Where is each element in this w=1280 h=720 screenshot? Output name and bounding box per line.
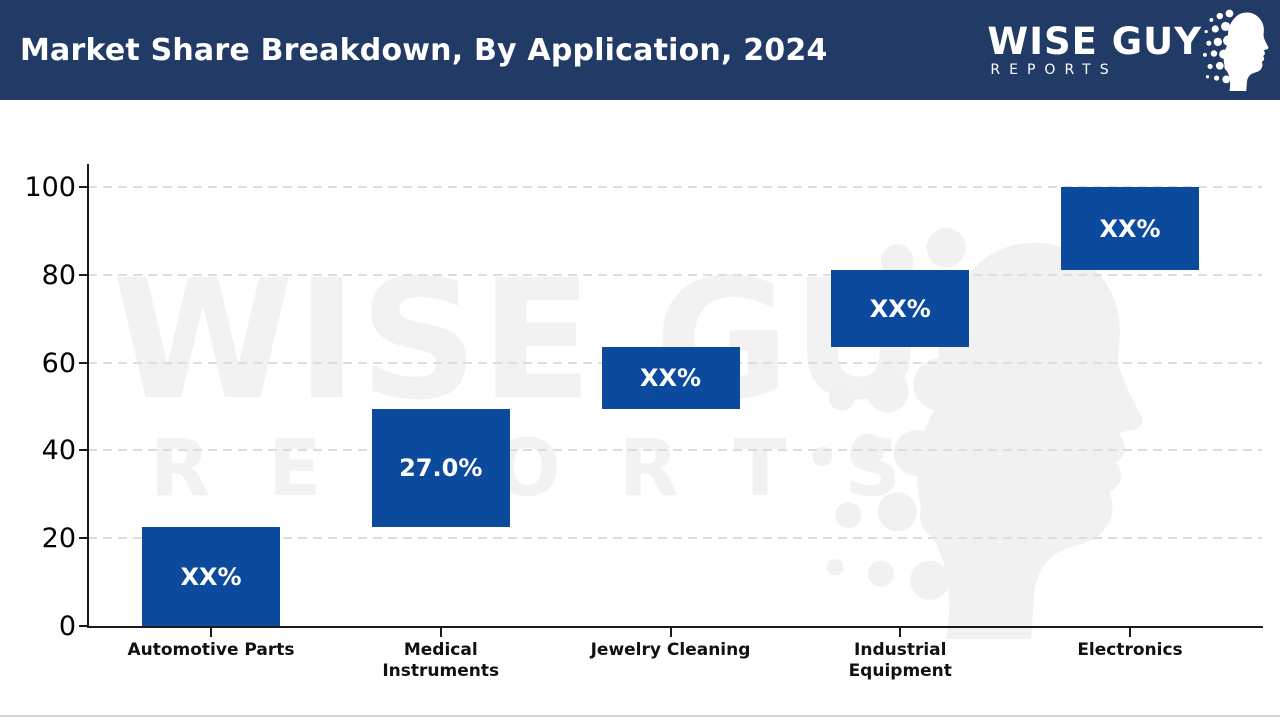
y-tick-40 [79,449,87,452]
gridline-40 [88,449,1262,452]
y-tick-100 [79,186,87,188]
y-tick-label-60: 60 [41,347,76,379]
x-tick [899,628,902,637]
y-tick-0 [79,625,87,627]
logo-text: WISE GUY REPORTS [987,23,1202,77]
footer-divider [0,715,1280,717]
x-category-label: Industrial Equipment [848,640,952,682]
bar-segment: XX% [1061,187,1199,271]
bar-segment: XX% [831,270,970,348]
x-category-label: Electronics [1077,640,1183,660]
y-tick-label-40: 40 [41,435,76,467]
y-tick-label-100: 100 [24,172,76,203]
bar-value-label: XX% [180,562,242,591]
x-category-label: Medical Instruments [382,640,500,682]
x-tick [439,628,442,637]
x-tick [1129,628,1131,637]
bar-value-label: XX% [639,363,702,392]
logo-brand-subtitle: REPORTS [990,62,1118,78]
gridline-80 [88,273,1262,276]
x-category-label: Automotive Parts [127,640,295,660]
logo-brand-name: WISE GUY [987,20,1202,63]
bar-segment: 27.0% [371,408,510,528]
y-axis-line [87,164,89,628]
gridline-100 [88,186,1262,188]
header-bar: Market Share Breakdown, By Application, … [0,0,1280,100]
y-tick-80 [79,273,87,276]
gridline-20 [88,537,1262,540]
y-tick-label-20: 20 [41,523,76,555]
bar-segment: XX% [601,347,740,409]
bar-segment: XX% [142,527,280,626]
bar-value-label: XX% [869,294,931,323]
bar-value-label: 27.0% [399,453,483,482]
watermark-reports: REPORTS [150,424,959,514]
x-category-label: Jewelry Cleaning [590,640,751,660]
x-axis-line [87,626,1263,628]
x-tick [210,628,212,637]
wise-guy-logo: WISE GUY REPORTS [987,0,1270,100]
bar-value-label: XX% [1099,214,1161,243]
y-tick-label-80: 80 [41,259,76,291]
y-tick-label-0: 0 [58,611,76,642]
y-tick-60 [79,361,87,364]
page-title: Market Share Breakdown, By Application, … [20,32,828,68]
wise-guy-head-icon [1198,7,1270,91]
x-tick [669,628,672,637]
y-tick-20 [79,537,87,540]
